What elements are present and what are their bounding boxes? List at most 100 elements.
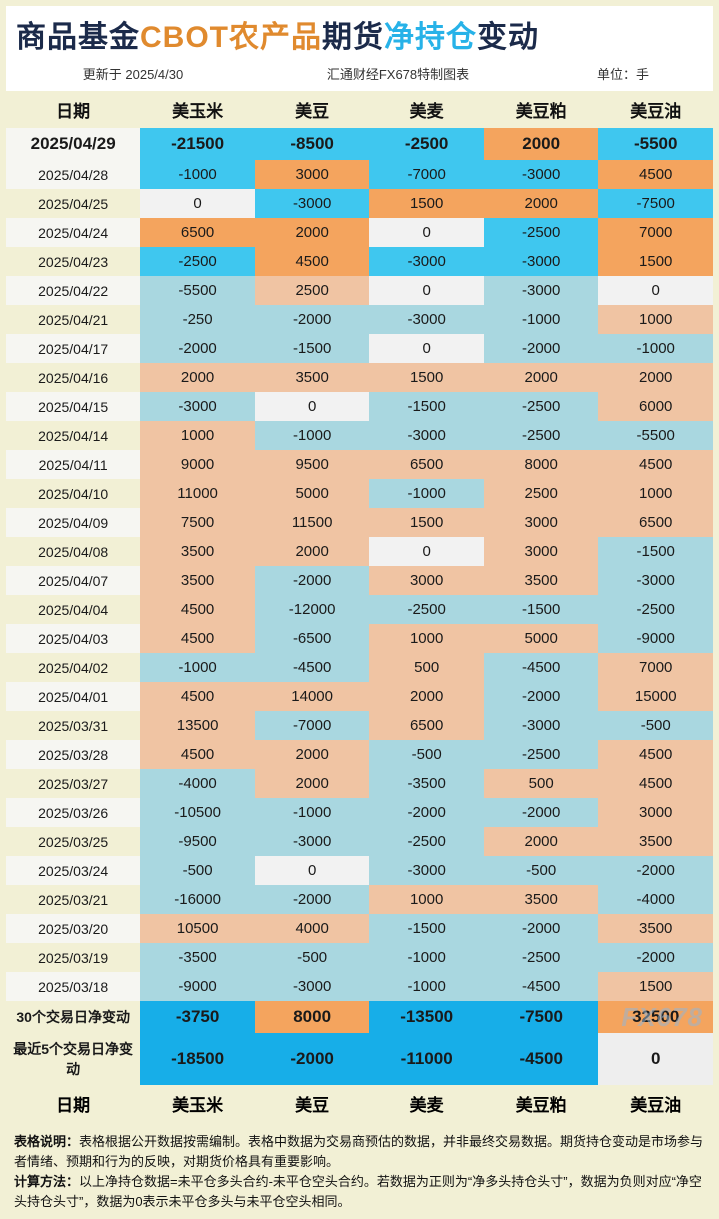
row-value-cell: -6500 (255, 624, 370, 653)
table-row: 2025/04/14 1000 -1000 -3000 -2500 -5500 (6, 421, 713, 450)
source-label: 汇通财经FX678特制图表 (248, 64, 548, 83)
row-date-cell: 2025/03/18 (6, 972, 140, 1001)
row-value-cell: 0 (598, 276, 713, 305)
row-value-cell: -2500 (484, 740, 599, 769)
row-date-cell: 2025/04/04 (6, 595, 140, 624)
row-date-cell: 2025/04/02 (6, 653, 140, 682)
row-value-cell: -250 (140, 305, 255, 334)
table-row: 2025/04/16 2000 3500 1500 2000 2000 (6, 363, 713, 392)
row-value-cell: -7000 (369, 160, 484, 189)
row-value-cell: 9500 (255, 450, 370, 479)
row-value-cell: 4500 (598, 769, 713, 798)
row-value-cell: -7500 (598, 189, 713, 218)
row-value-cell: 3500 (255, 363, 370, 392)
row-value-cell: 11000 (140, 479, 255, 508)
row-value-cell: 2000 (255, 740, 370, 769)
row-value-cell: -4000 (598, 885, 713, 914)
row-value-cell: -2000 (140, 334, 255, 363)
row-value-cell: -2000 (484, 798, 599, 827)
row-date-cell: 2025/03/27 (6, 769, 140, 798)
table-row: 2025/04/07 3500 -2000 3000 3500 -3000 (6, 566, 713, 595)
row-value-cell: -1000 (484, 305, 599, 334)
col-footer-soybean: 美豆 (255, 1085, 370, 1122)
footer-notes: 表格说明：表格根据公开数据按需编制。表格中数据为交易商预估的数据，并非最终交易数… (6, 1122, 713, 1219)
row-value-cell: 1500 (369, 508, 484, 537)
row-date-cell: 2025/03/19 (6, 943, 140, 972)
row-value-cell: 13500 (140, 711, 255, 740)
table-row: 2025/04/10 11000 5000 -1000 2500 1000 (6, 479, 713, 508)
row-date-cell: 2025/04/01 (6, 682, 140, 711)
row-value-cell: -1000 (255, 798, 370, 827)
row-date-cell: 2025/04/07 (6, 566, 140, 595)
row-date-cell: 2025/03/31 (6, 711, 140, 740)
row-value-cell: 1000 (140, 421, 255, 450)
row-value-cell: -2500 (484, 943, 599, 972)
table-row: 2025/04/03 4500 -6500 1000 5000 -9000 (6, 624, 713, 653)
table-row: 2025/03/20 10500 4000 -1500 -2000 3500 (6, 914, 713, 943)
row-value-cell: -1500 (369, 392, 484, 421)
row-value-cell: 5000 (484, 624, 599, 653)
page-title: 商品基金CBOT农产品期货净持仓变动 (16, 12, 703, 56)
summary-5day-soyoil: 0 (598, 1033, 713, 1085)
table-row: 2025/03/25 -9500 -3000 -2500 2000 3500 (6, 827, 713, 856)
table-row: 2025/03/19 -3500 -500 -1000 -2500 -2000 (6, 943, 713, 972)
row-value-cell: 2000 (369, 682, 484, 711)
row-value-cell: -5500 (598, 421, 713, 450)
row-value-cell: 2500 (484, 479, 599, 508)
table-row: 2025/04/01 4500 14000 2000 -2000 15000 (6, 682, 713, 711)
row-value-cell: -1000 (369, 943, 484, 972)
row-value-cell: -3000 (598, 566, 713, 595)
net-position-table: 日期 美玉米 美豆 美麦 美豆粕 美豆油 2025/04/29 -21500 -85… (6, 91, 713, 1122)
row-date-cell: 2025/04/15 (6, 392, 140, 421)
row-value-cell: -7000 (255, 711, 370, 740)
row-value-cell: -2500 (369, 595, 484, 624)
table-row: 2025/04/24 6500 2000 0 -2500 7000 (6, 218, 713, 247)
row-value-cell: -500 (140, 856, 255, 885)
row-value-cell: 3500 (598, 827, 713, 856)
row-value-cell: -3000 (255, 827, 370, 856)
row-value-cell: 2000 (255, 218, 370, 247)
row-value-cell: -9000 (598, 624, 713, 653)
row-date-cell: 2025/04/28 (6, 160, 140, 189)
row-date-cell: 2025/04/21 (6, 305, 140, 334)
col-header-soyoil: 美豆油 (598, 91, 713, 128)
row-value-cell: 1500 (369, 189, 484, 218)
table-header-row: 日期 美玉米 美豆 美麦 美豆粕 美豆油 (6, 91, 713, 128)
row-value-cell: 1000 (369, 885, 484, 914)
row-value-cell: 2000 (484, 827, 599, 856)
summary-5day-row: 最近5个交易日净变动 -18500 -2000 -11000 -4500 0 (6, 1033, 713, 1085)
row-value-cell: 4500 (255, 247, 370, 276)
col-header-corn: 美玉米 (140, 91, 255, 128)
row-value-cell: -2500 (484, 421, 599, 450)
summary-5day-corn: -18500 (140, 1033, 255, 1085)
row-value-cell: -1000 (369, 479, 484, 508)
row-value-cell: -1000 (140, 653, 255, 682)
row-value-cell: 0 (369, 537, 484, 566)
row-value-cell: 3500 (484, 566, 599, 595)
table-row: 2025/04/23 -2500 4500 -3000 -3000 1500 (6, 247, 713, 276)
row-value-cell: 6000 (598, 392, 713, 421)
row-value-cell: 3500 (140, 566, 255, 595)
row-value-cell: 4500 (140, 624, 255, 653)
row-value-cell: 15000 (598, 682, 713, 711)
row-value-cell: -4500 (484, 653, 599, 682)
table-row: 2025/03/24 -500 0 -3000 -500 -2000 (6, 856, 713, 885)
table-row: 2025/03/28 4500 2000 -500 -2500 4500 (6, 740, 713, 769)
calc-method-note: 计算方法：以上净持仓数据=未平仓多头合约-未平仓空头合约。若数据为正则为“净多头… (14, 1172, 705, 1212)
row-date-cell: 2025/04/17 (6, 334, 140, 363)
table-note: 表格说明：表格根据公开数据按需编制。表格中数据为交易商预估的数据，并非最终交易数… (14, 1132, 705, 1172)
row-date-cell: 2025/04/25 (6, 189, 140, 218)
row-value-cell: 4500 (140, 740, 255, 769)
row-value-cell: -1500 (484, 595, 599, 624)
table-row: 2025/04/02 -1000 -4500 500 -4500 7000 (6, 653, 713, 682)
row-date-cell: 2025/04/10 (6, 479, 140, 508)
row-value-cell: 2000 (598, 363, 713, 392)
row-value-cell: 1000 (598, 479, 713, 508)
row-value-cell: 8000 (484, 450, 599, 479)
table-row: 2025/04/08 3500 2000 0 3000 -1500 (6, 537, 713, 566)
row-value-cell: -2500 (484, 218, 599, 247)
row-value-cell: 4500 (140, 595, 255, 624)
summary-30day-wheat: -13500 (369, 1001, 484, 1033)
report-page: 商品基金CBOT农产品期货净持仓变动 更新于 2025/4/30 汇通财经FX6… (0, 0, 719, 1047)
row-value-cell: 3000 (369, 566, 484, 595)
